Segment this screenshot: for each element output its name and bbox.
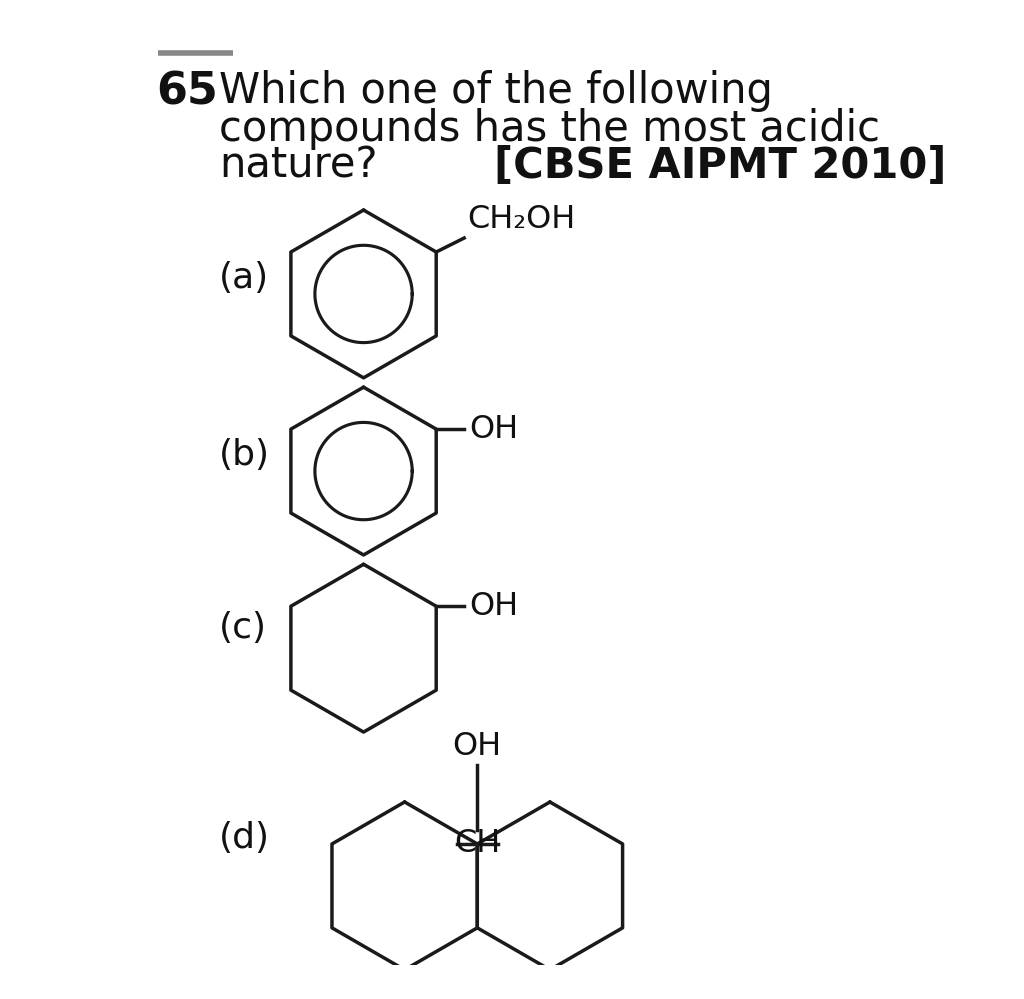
Text: (a): (a) — [219, 262, 269, 296]
Text: CH: CH — [455, 828, 501, 859]
Text: nature?: nature? — [219, 145, 378, 187]
Text: 65: 65 — [157, 70, 218, 113]
Text: OH: OH — [469, 414, 518, 445]
Text: (b): (b) — [219, 439, 270, 473]
Text: [CBSE AIPMT 2010]: [CBSE AIPMT 2010] — [494, 145, 946, 187]
Text: CH₂OH: CH₂OH — [467, 204, 575, 235]
Text: OH: OH — [453, 731, 502, 762]
Text: (d): (d) — [219, 820, 270, 854]
Text: compounds has the most acidic: compounds has the most acidic — [219, 108, 880, 150]
Text: (c): (c) — [219, 611, 267, 645]
Text: Which one of the following: Which one of the following — [219, 70, 773, 112]
Text: OH: OH — [469, 590, 518, 621]
